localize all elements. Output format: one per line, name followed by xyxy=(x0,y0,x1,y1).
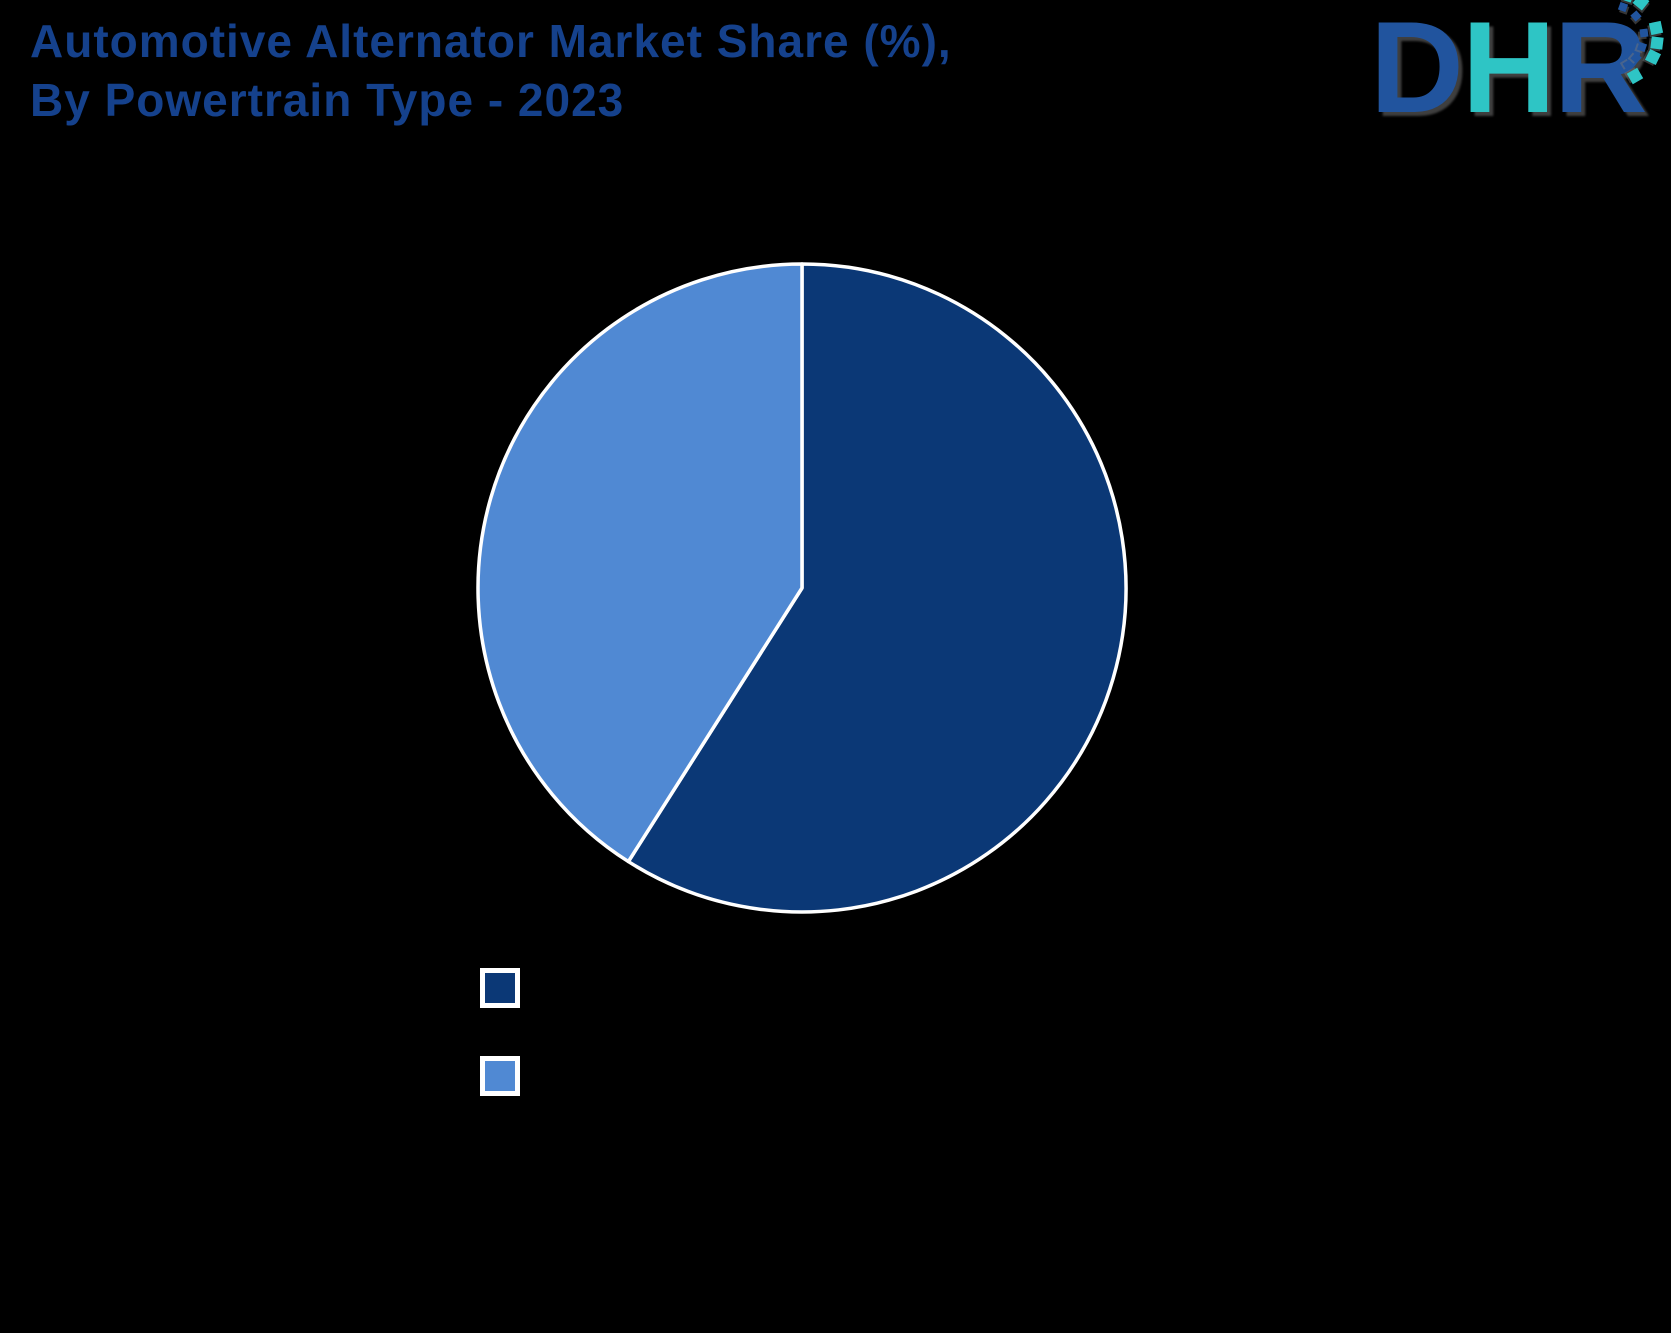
legend-item xyxy=(480,968,546,1008)
logo-letter-h: H xyxy=(1461,0,1556,140)
legend-swatch xyxy=(480,968,520,1008)
logo-letters: DHR xyxy=(1370,2,1648,132)
pie-slice xyxy=(476,262,804,864)
chart-title-line1: Automotive Alternator Market Share (%), xyxy=(30,15,952,67)
dhr-logo: DHR xyxy=(1370,0,1670,142)
legend-swatch xyxy=(480,1056,520,1096)
chart-title: Automotive Alternator Market Share (%), … xyxy=(30,12,952,130)
chart-title-line2: By Powertrain Type - 2023 xyxy=(30,74,625,126)
logo-letter-d: D xyxy=(1370,0,1464,140)
pie-slice xyxy=(626,262,1128,914)
legend-item xyxy=(480,1056,546,1096)
pie-sectors xyxy=(476,262,1128,914)
